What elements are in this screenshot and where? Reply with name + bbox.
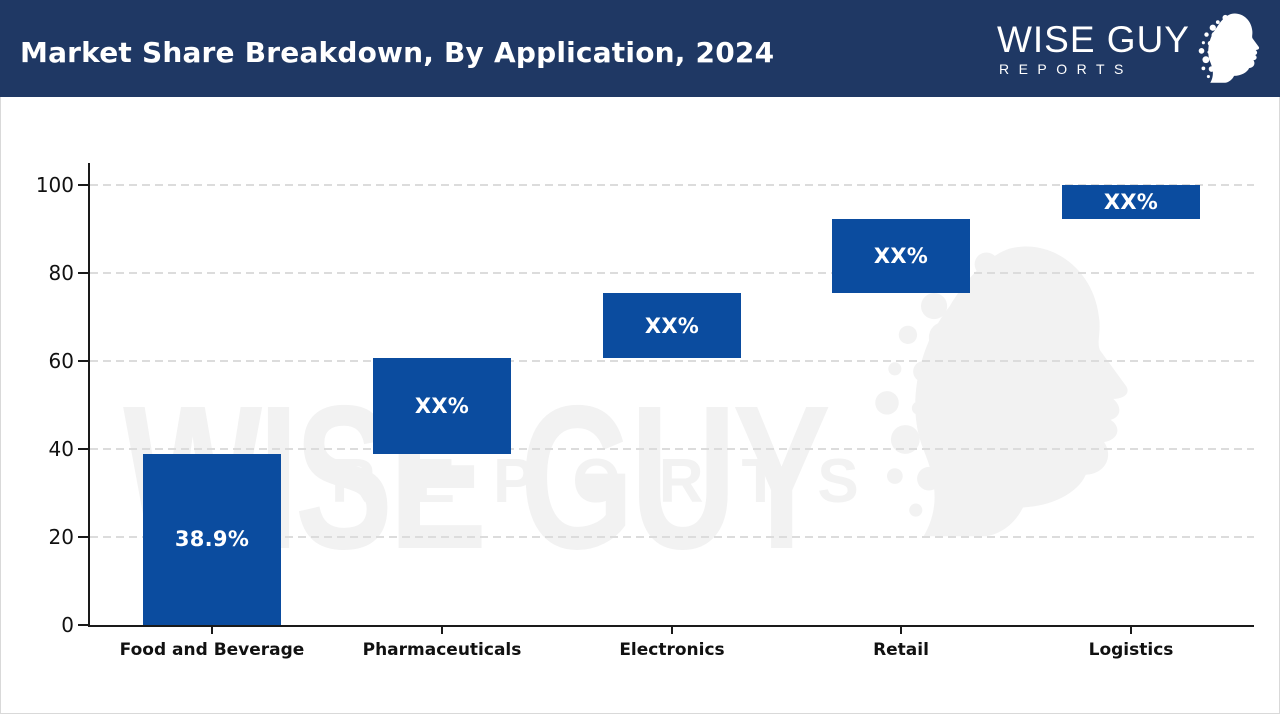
bar-value-label: XX%	[414, 393, 470, 418]
gridline-40	[90, 448, 1254, 450]
y-axis-tick	[78, 536, 88, 538]
x-axis-tick	[1130, 625, 1132, 634]
bar-value-label: 38.9%	[174, 527, 250, 552]
gridline-20	[90, 536, 1254, 538]
x-axis-label-pharmaceuticals: Pharmaceuticals	[362, 640, 522, 660]
header-bar: Market Share Breakdown, By Application, …	[0, 0, 1280, 97]
x-axis-tick	[211, 625, 213, 634]
x-axis-label-retail: Retail	[873, 640, 929, 660]
y-axis-tick	[78, 272, 88, 274]
x-axis-tick	[900, 625, 902, 634]
bar-value-label: XX%	[873, 244, 929, 269]
y-axis-label: 20	[48, 525, 74, 549]
y-axis-label: 100	[35, 173, 74, 197]
y-axis-tick	[78, 624, 88, 626]
x-axis-label-food-and-beverage: Food and Beverage	[119, 640, 305, 660]
bar-food-and-beverage: 38.9%	[143, 453, 281, 625]
gridline-100	[90, 184, 1254, 186]
logo-wordmark: WISE GUY	[996, 18, 1190, 60]
x-axis-label-logistics: Logistics	[1088, 640, 1174, 660]
logo-subtitle: REPORTS	[998, 60, 1133, 77]
x-axis-label-electronics: Electronics	[619, 640, 725, 660]
logo-text: WISE GUY REPORTS	[997, 21, 1190, 77]
y-axis-label: 0	[61, 613, 74, 637]
watermark-face-icon	[875, 246, 1128, 537]
chart-canvas: WISE GUY REPORTS 0 20 40 60 80 100 38.9% XX% XX%…	[0, 97, 1280, 714]
logo-face-icon	[1198, 12, 1260, 83]
gridline-60	[90, 360, 1254, 362]
y-axis-tick	[78, 360, 88, 362]
x-axis-tick	[441, 625, 443, 634]
y-axis-label: 40	[48, 437, 74, 461]
y-axis-label: 80	[48, 261, 74, 285]
y-axis-label: 60	[48, 349, 74, 373]
chart-title: Market Share Breakdown, By Application, …	[20, 36, 775, 69]
y-axis-tick	[78, 448, 88, 450]
bar-logistics: XX%	[1062, 185, 1200, 219]
wiseguy-logo: WISE GUY REPORTS	[997, 8, 1266, 90]
plot-area: 0 20 40 60 80 100 38.9% XX% XX% XX% XX% Food and Be…	[36, 163, 1254, 660]
bar-value-label: XX%	[1103, 189, 1159, 214]
bar-value-label: XX%	[644, 313, 700, 338]
gridline-80	[90, 272, 1254, 274]
bar-pharmaceuticals: XX%	[373, 357, 511, 454]
bar-retail: XX%	[832, 218, 970, 294]
watermark-subtitle: REPORTS	[331, 447, 897, 516]
bar-electronics: XX%	[603, 293, 741, 358]
y-axis-tick	[78, 184, 88, 186]
x-axis-tick	[671, 625, 673, 634]
